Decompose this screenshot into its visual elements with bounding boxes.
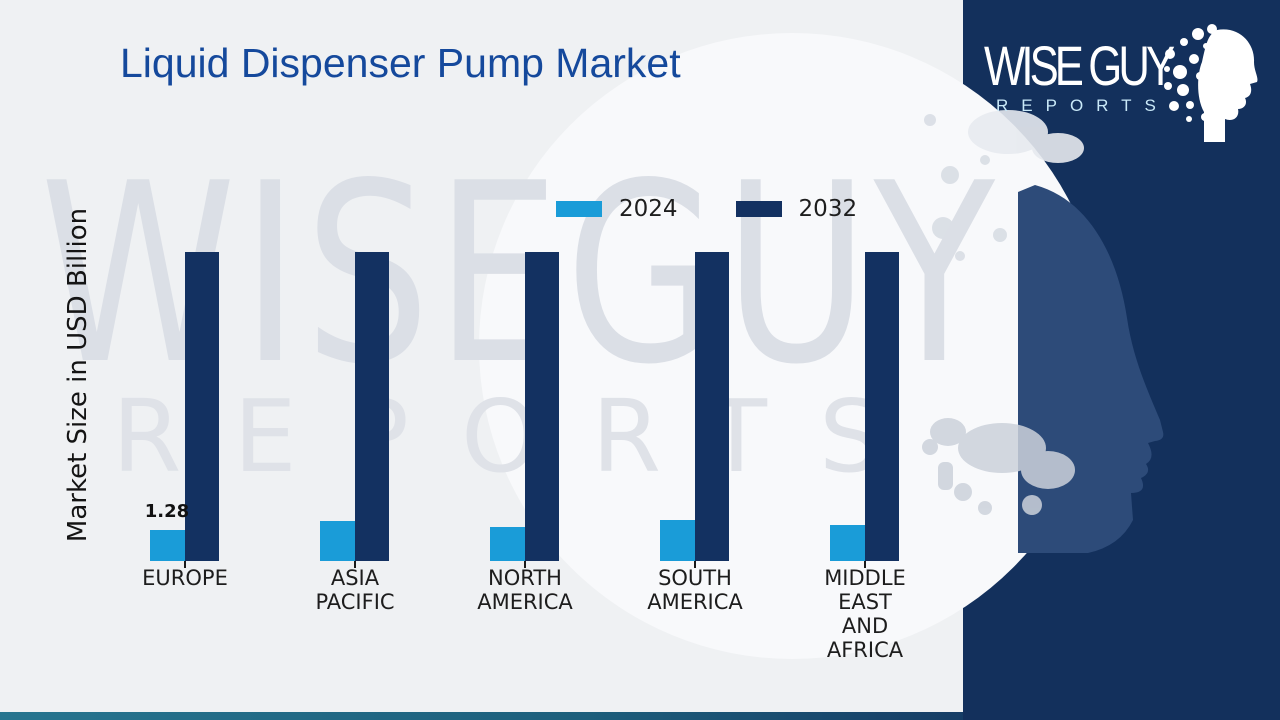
logo-sub-text: REPORTS	[996, 96, 1169, 115]
x-axis-tick	[354, 561, 356, 568]
chart-legend: 2024 2032	[556, 196, 857, 222]
bar-2032-north-america	[525, 252, 559, 561]
category-label-south-america: SOUTH AMERICA	[647, 566, 743, 614]
bottom-accent-strip	[0, 712, 1280, 720]
legend-label-2032: 2032	[798, 196, 858, 222]
bar-group-asia-pacific: ASIA PACIFIC	[265, 252, 445, 614]
x-axis-tick	[864, 561, 866, 568]
bar-2032-europe	[185, 252, 219, 561]
legend-swatch-2032	[735, 201, 782, 217]
x-axis-tick	[524, 561, 526, 568]
category-label-middle-east-africa: MIDDLE EAST AND AFRICA	[824, 566, 906, 662]
x-axis-tick	[694, 561, 696, 568]
wiseguy-logo: WISE GUY REPORTS	[978, 24, 1270, 144]
legend-swatch-2024	[556, 201, 602, 217]
bar-2024-middle-east-africa	[830, 525, 865, 561]
bar-2032-middle-east-africa	[865, 252, 899, 561]
category-label-europe: EUROPE	[142, 566, 228, 590]
bar-2032-south-america	[695, 252, 729, 561]
y-axis-label: Market Size in USD Billion	[63, 207, 93, 543]
category-label-asia-pacific: ASIA PACIFIC	[315, 566, 395, 614]
legend-item-2032: 2032	[735, 196, 858, 222]
bar-2024-south-america	[660, 520, 695, 561]
bar-2024-europe	[150, 530, 185, 561]
logo-brand-text: WISE GUY	[984, 34, 1175, 97]
category-label-north-america: NORTH AMERICA	[477, 566, 573, 614]
legend-label-2024: 2024	[619, 196, 678, 222]
europe-2024-value-label: 1.28	[144, 501, 190, 522]
bar-2032-asia-pacific	[355, 252, 389, 561]
bar-group-europe: EUROPE	[95, 252, 275, 590]
legend-item-2024: 2024	[556, 196, 678, 222]
bar-2024-north-america	[490, 527, 525, 561]
bar-group-north-america: NORTH AMERICA	[435, 252, 615, 614]
bar-2024-asia-pacific	[320, 521, 355, 561]
logo-face-icon	[1164, 24, 1258, 142]
bar-group-south-america: SOUTH AMERICA	[605, 252, 785, 614]
x-axis-tick	[184, 561, 186, 568]
page-title: Liquid Dispenser Pump Market	[120, 40, 681, 86]
bar-group-middle-east-africa: MIDDLE EAST AND AFRICA	[775, 252, 955, 662]
